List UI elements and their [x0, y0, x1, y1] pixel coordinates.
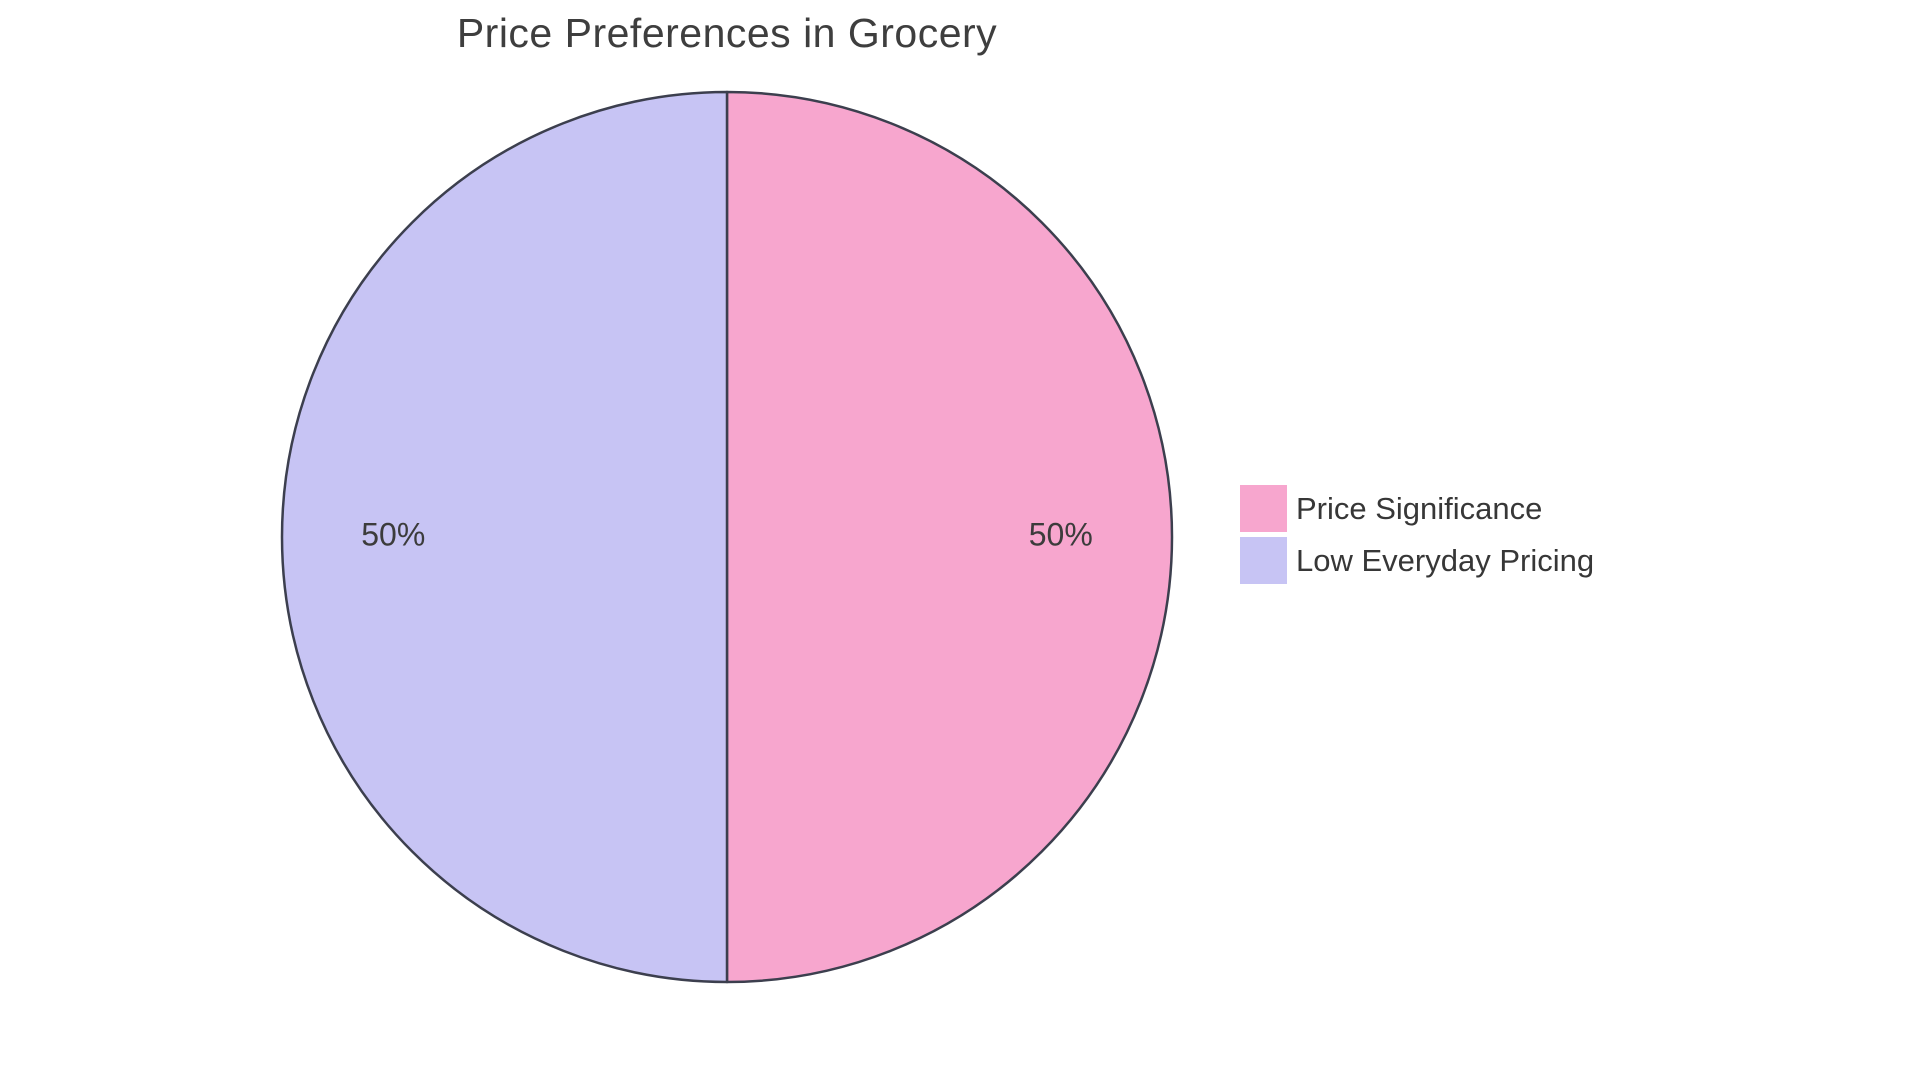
chart-title: Price Preferences in Grocery	[456, 10, 998, 56]
pie-slice-label-0: 50%	[1029, 516, 1093, 552]
legend-item-low-everyday-pricing: Low Everyday Pricing	[1240, 537, 1594, 584]
legend-label-low-everyday-pricing: Low Everyday Pricing	[1296, 542, 1595, 578]
pie-slice-label-1: 50%	[361, 516, 425, 552]
legend: Price Significance Low Everyday Pricing	[1240, 485, 1594, 589]
legend-swatch-low-everyday-pricing	[1240, 537, 1287, 584]
pie-slice-0	[725, 90, 1174, 984]
legend-label-price-significance: Price Significance	[1296, 490, 1543, 526]
legend-item-price-significance: Price Significance	[1240, 485, 1594, 532]
pie-slice-1	[280, 90, 729, 984]
legend-swatch-price-significance	[1240, 485, 1287, 532]
